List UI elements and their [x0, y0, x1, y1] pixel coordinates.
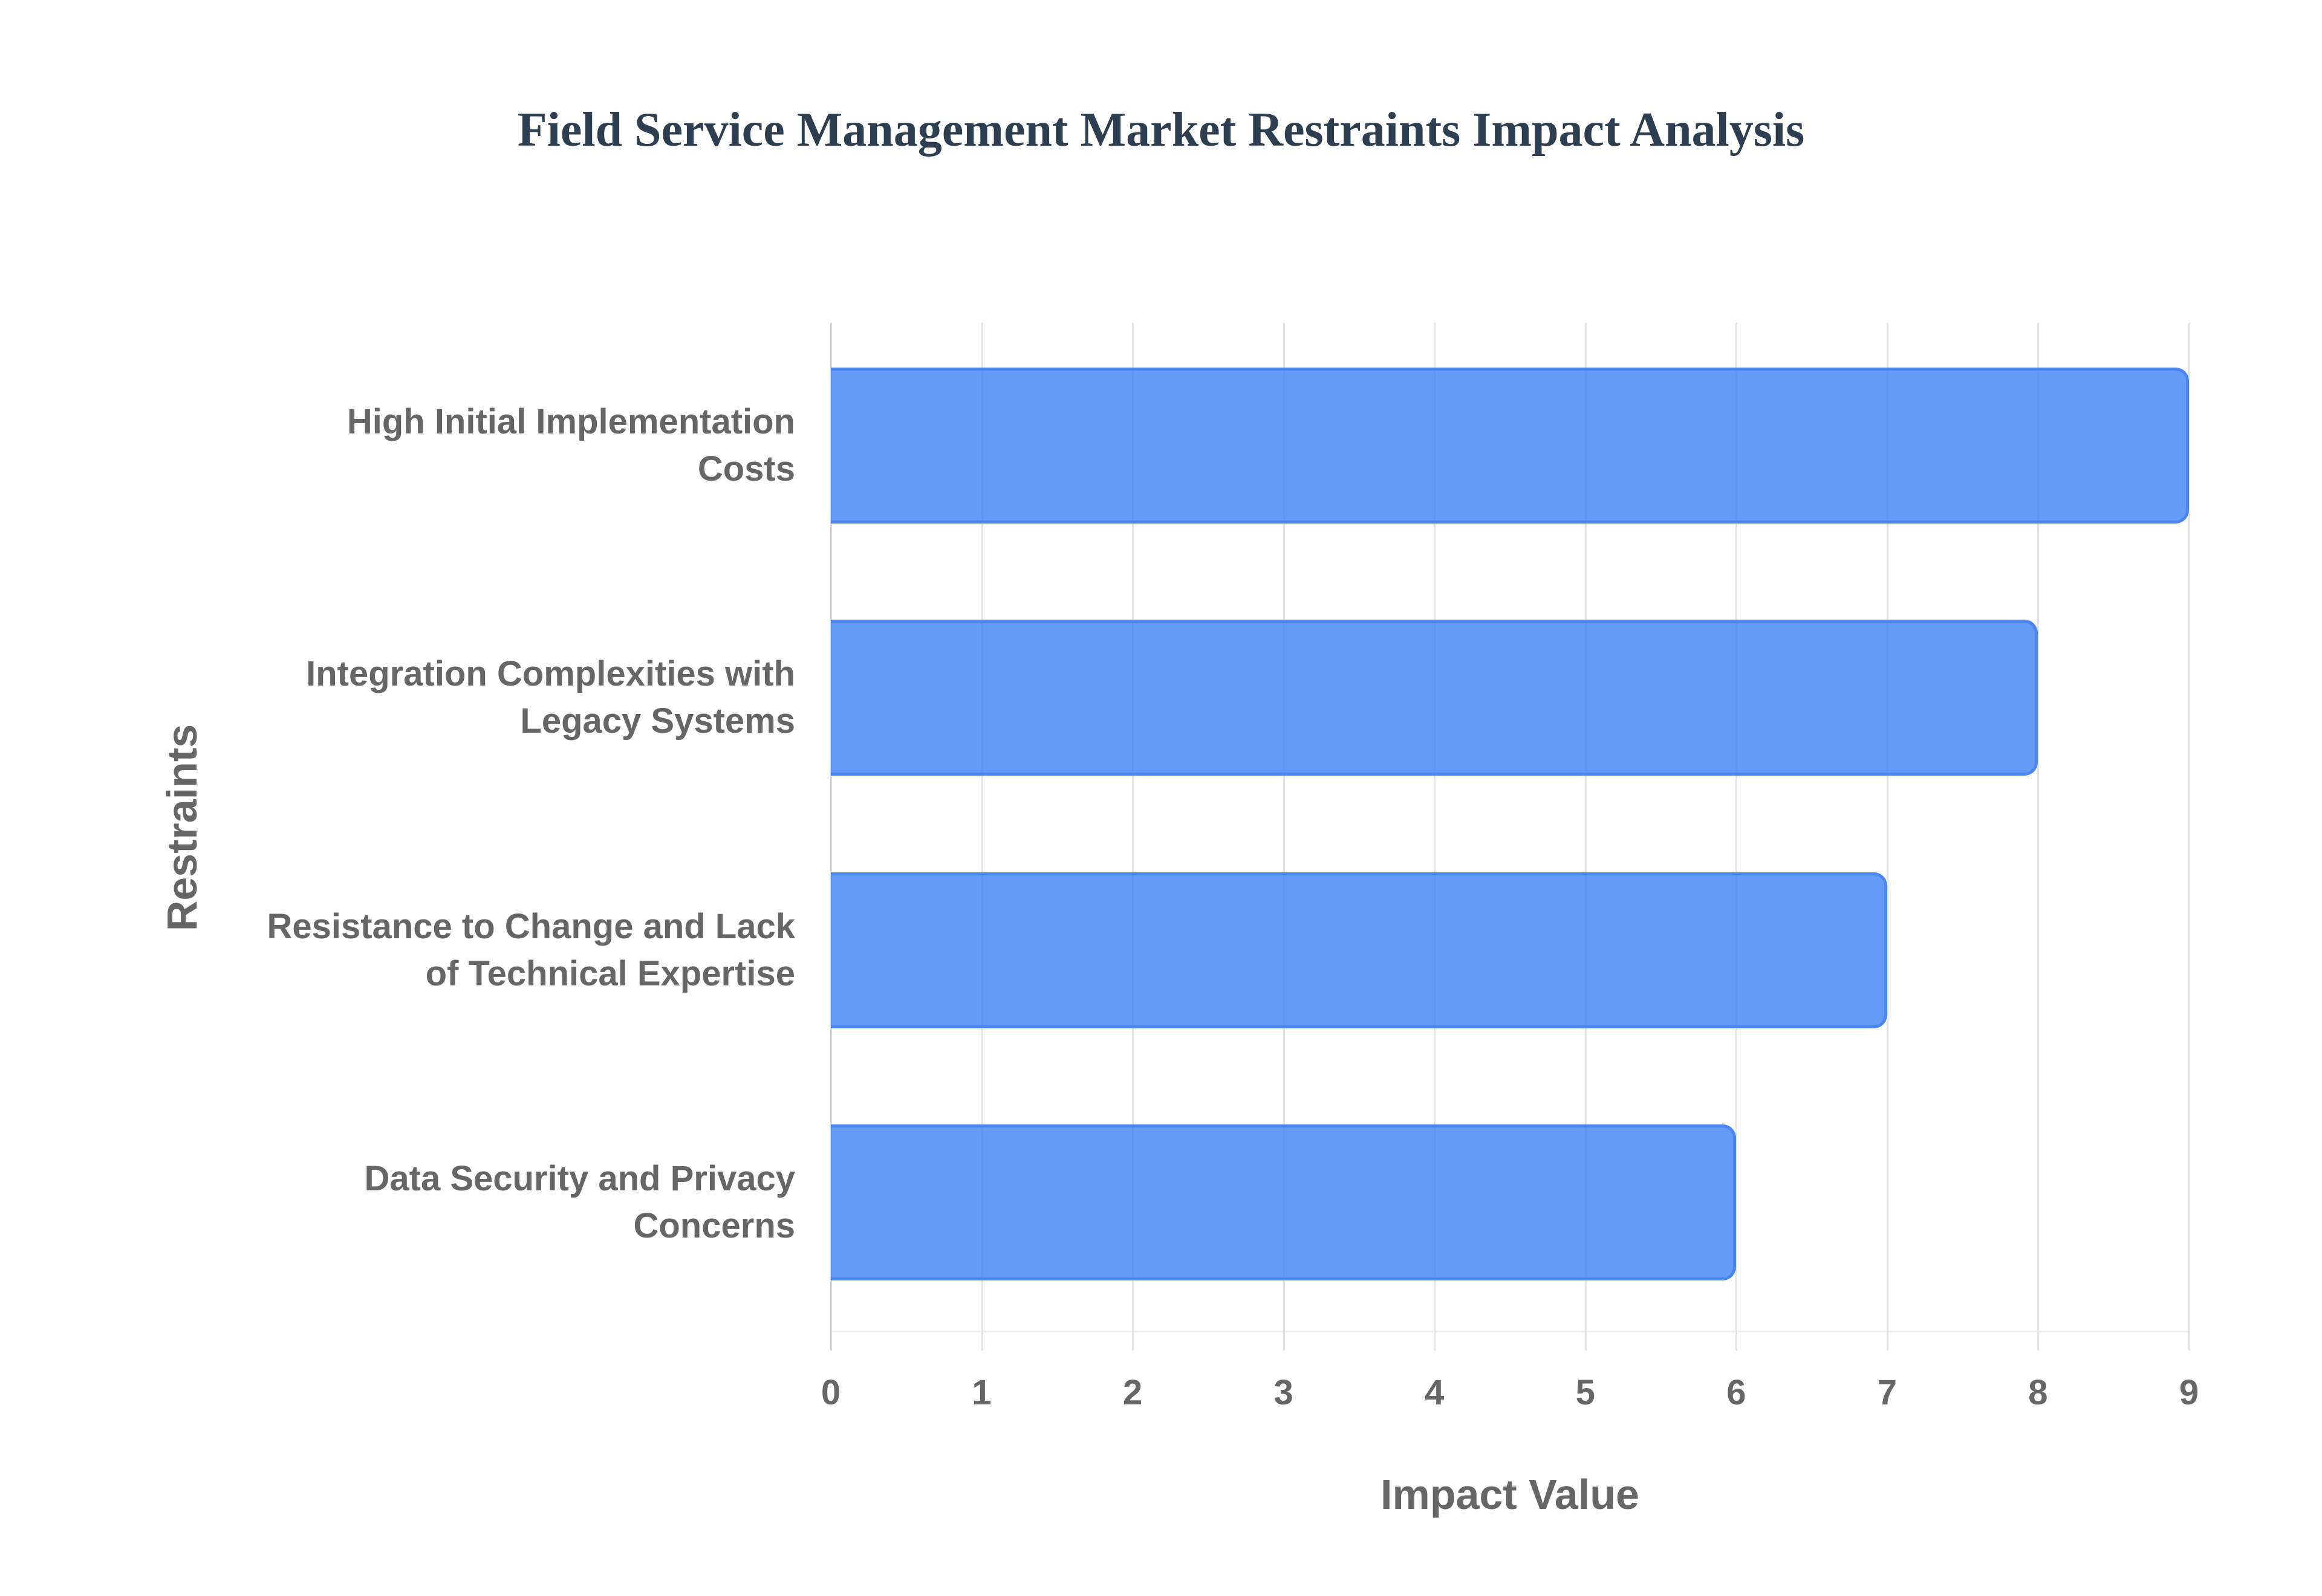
x-axis-baseline: [831, 1331, 2189, 1332]
plot-area: [830, 323, 2190, 1351]
x-axis-tick-label: 9: [2179, 1373, 2199, 1412]
gridline: [1283, 323, 1285, 1351]
x-axis-title: Impact Value: [1381, 1471, 1639, 1518]
y-axis-label-line: Legacy Systems: [520, 701, 795, 741]
y-axis-label-line: Resistance to Change and Lack: [267, 906, 795, 946]
gridline: [1132, 323, 1134, 1351]
x-axis-tick-label: 1: [972, 1373, 992, 1412]
x-axis-tick-label: 7: [1877, 1373, 1897, 1412]
gridline: [1735, 323, 1738, 1351]
bar[interactable]: [831, 1124, 1737, 1281]
bar[interactable]: [831, 620, 2038, 776]
y-axis-label: Data Security and Privacy Concerns: [190, 1155, 795, 1250]
y-axis-label: High Initial Implementation Costs: [190, 398, 795, 493]
y-axis-label-line: High Initial Implementation: [346, 401, 795, 441]
x-axis-tick-label: 2: [1122, 1373, 1143, 1412]
gridline: [830, 323, 832, 1351]
gridline: [1584, 323, 1587, 1351]
gridline: [1434, 323, 1436, 1351]
chart-title: Field Service Management Market Restrain…: [517, 103, 1805, 157]
y-axis-label: Resistance to Change and Lack of Technica…: [190, 903, 795, 997]
y-axis-label-line: Concerns: [633, 1206, 795, 1246]
y-axis-label-line: Costs: [697, 449, 795, 488]
y-axis-label-line: Data Security and Privacy: [364, 1159, 795, 1199]
gridline: [2188, 323, 2190, 1351]
x-axis-tick-label: 5: [1575, 1373, 1595, 1412]
gridline: [2037, 323, 2040, 1351]
bar[interactable]: [831, 872, 1887, 1028]
x-axis-tick-label: 0: [821, 1373, 841, 1412]
y-axis-label-line: of Technical Expertise: [425, 953, 795, 993]
x-axis-tick-label: 4: [1425, 1373, 1445, 1412]
gridline: [981, 323, 983, 1351]
x-axis-tick-label: 6: [1726, 1373, 1746, 1412]
y-axis-title: Restraints: [158, 724, 206, 932]
x-axis-tick-label: 8: [2028, 1373, 2048, 1412]
y-axis-label: Integration Complexities with Legacy Syst…: [190, 650, 795, 745]
gridline: [1886, 323, 1888, 1351]
x-axis-tick-label: 3: [1273, 1373, 1293, 1412]
y-axis-label-line: Integration Complexities with: [306, 654, 795, 694]
bar[interactable]: [831, 367, 2189, 524]
